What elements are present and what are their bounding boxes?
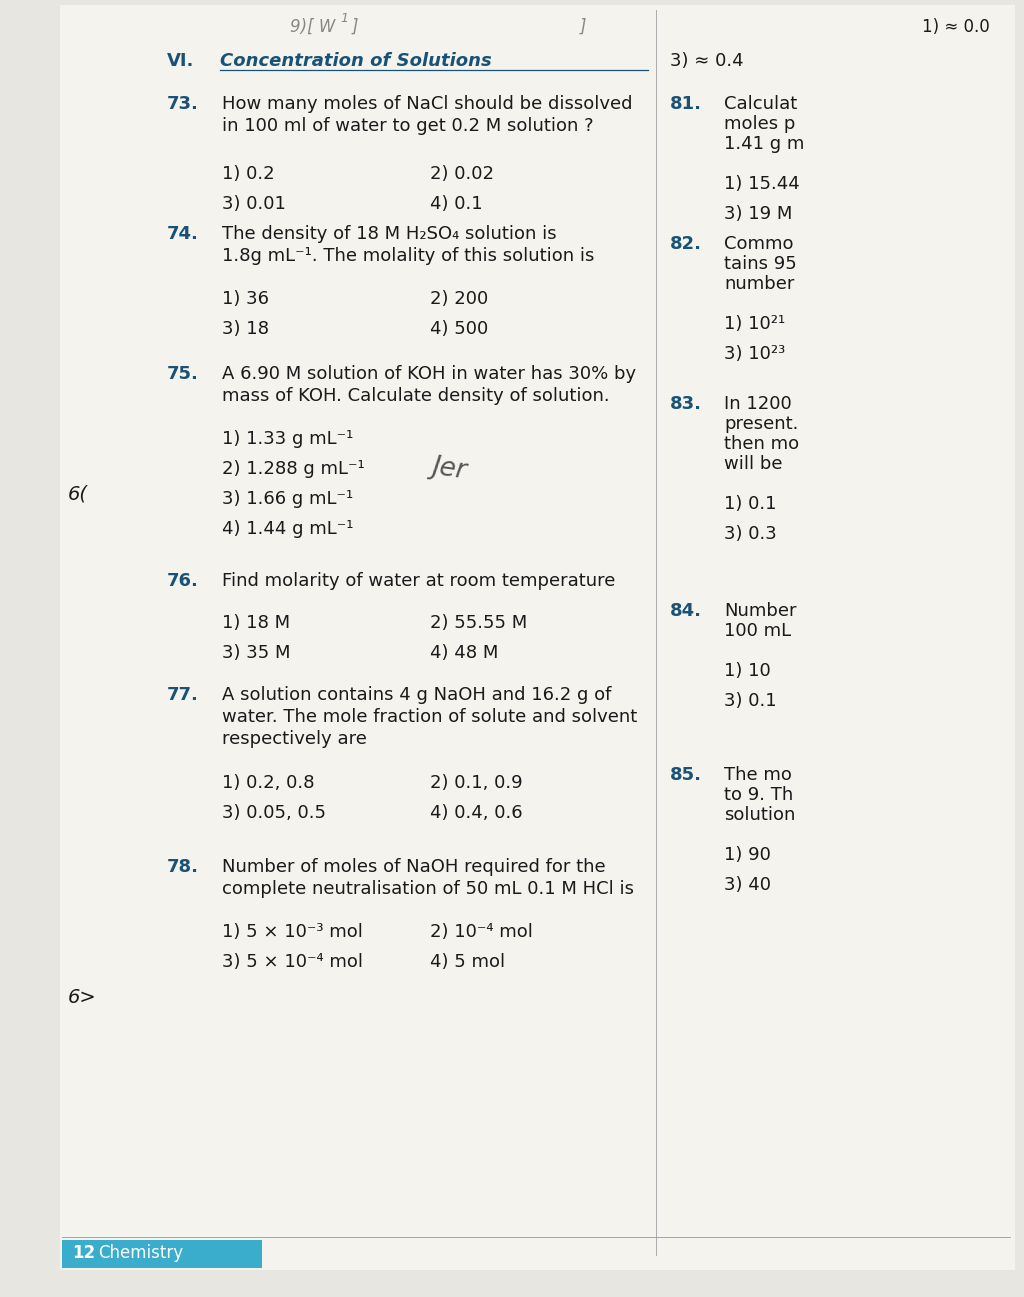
Text: 1) 0.2: 1) 0.2 — [222, 165, 274, 183]
Text: 76.: 76. — [167, 572, 199, 590]
Text: 2) 10⁻⁴ mol: 2) 10⁻⁴ mol — [430, 923, 532, 942]
Text: 3) 18: 3) 18 — [222, 320, 269, 339]
Text: 1) 15.44: 1) 15.44 — [724, 175, 800, 193]
Text: 1) 10: 1) 10 — [724, 661, 771, 680]
Text: ]: ] — [580, 18, 587, 36]
Text: Concentration of Solutions: Concentration of Solutions — [220, 52, 492, 70]
Text: 1) 10²¹: 1) 10²¹ — [724, 315, 785, 333]
Text: A 6.90 M solution of KOH in water has 30% by: A 6.90 M solution of KOH in water has 30… — [222, 364, 636, 383]
Text: then mo: then mo — [724, 434, 799, 453]
Text: Number: Number — [724, 602, 797, 620]
Text: 3) 0.3: 3) 0.3 — [724, 525, 777, 543]
Text: Find molarity of water at room temperature: Find molarity of water at room temperatu… — [222, 572, 615, 590]
Text: respectively are: respectively are — [222, 730, 367, 748]
Text: 3) ≈ 0.4: 3) ≈ 0.4 — [670, 52, 743, 70]
Text: Calculat: Calculat — [724, 95, 798, 113]
Text: 1) 36: 1) 36 — [222, 291, 269, 307]
Text: Jer: Jer — [430, 453, 468, 484]
Text: VI.: VI. — [167, 52, 195, 70]
Text: 2) 200: 2) 200 — [430, 291, 488, 307]
Text: 4) 0.1: 4) 0.1 — [430, 195, 482, 213]
Text: 4) 5 mol: 4) 5 mol — [430, 953, 505, 971]
Text: complete neutralisation of 50 mL 0.1 M HCl is: complete neutralisation of 50 mL 0.1 M H… — [222, 879, 634, 898]
Text: solution: solution — [724, 805, 796, 824]
Text: A solution contains 4 g NaOH and 16.2 g of: A solution contains 4 g NaOH and 16.2 g … — [222, 686, 611, 704]
Text: tains 95: tains 95 — [724, 256, 797, 272]
Text: 100 mL: 100 mL — [724, 623, 792, 639]
Text: 4) 1.44 g mL⁻¹: 4) 1.44 g mL⁻¹ — [222, 520, 353, 538]
Text: 74.: 74. — [167, 224, 199, 243]
Text: 3) 10²³: 3) 10²³ — [724, 345, 785, 363]
Text: 84.: 84. — [670, 602, 702, 620]
Text: ]: ] — [352, 18, 358, 36]
Text: Commo: Commo — [724, 235, 794, 253]
Text: 3) 0.01: 3) 0.01 — [222, 195, 286, 213]
Text: 1: 1 — [340, 12, 348, 25]
Text: 1) 5 × 10⁻³ mol: 1) 5 × 10⁻³ mol — [222, 923, 362, 942]
Text: 3) 0.1: 3) 0.1 — [724, 693, 776, 709]
Text: 9)[ W: 9)[ W — [290, 18, 336, 36]
Text: 75.: 75. — [167, 364, 199, 383]
Text: 6>: 6> — [68, 988, 96, 1006]
Text: 73.: 73. — [167, 95, 199, 113]
Text: 1) 0.1: 1) 0.1 — [724, 495, 776, 514]
Text: present.: present. — [724, 415, 799, 433]
Text: 1) 18 M: 1) 18 M — [222, 613, 290, 632]
Text: 3) 40: 3) 40 — [724, 875, 771, 894]
Text: 2) 0.1, 0.9: 2) 0.1, 0.9 — [430, 774, 522, 792]
Text: 3) 35 M: 3) 35 M — [222, 645, 291, 661]
Text: number: number — [724, 275, 795, 293]
Text: moles p: moles p — [724, 115, 796, 134]
Text: The density of 18 M H₂SO₄ solution is: The density of 18 M H₂SO₄ solution is — [222, 224, 557, 243]
Text: in 100 ml of water to get 0.2 M solution ?: in 100 ml of water to get 0.2 M solution… — [222, 117, 594, 135]
Text: 78.: 78. — [167, 859, 199, 875]
Text: 4) 48 M: 4) 48 M — [430, 645, 499, 661]
Text: to 9. Th: to 9. Th — [724, 786, 794, 804]
Text: How many moles of NaCl should be dissolved: How many moles of NaCl should be dissolv… — [222, 95, 633, 113]
Text: 1) ≈ 0.0: 1) ≈ 0.0 — [923, 18, 990, 36]
Text: 1) 1.33 g mL⁻¹: 1) 1.33 g mL⁻¹ — [222, 431, 353, 447]
Text: 83.: 83. — [670, 396, 702, 412]
Bar — [62, 1240, 262, 1268]
Text: 1.8g mL⁻¹. The molality of this solution is: 1.8g mL⁻¹. The molality of this solution… — [222, 246, 594, 265]
Text: 3) 0.05, 0.5: 3) 0.05, 0.5 — [222, 804, 326, 822]
Text: 4) 500: 4) 500 — [430, 320, 488, 339]
Text: Number of moles of NaOH required for the: Number of moles of NaOH required for the — [222, 859, 605, 875]
Text: 2) 1.288 g mL⁻¹: 2) 1.288 g mL⁻¹ — [222, 460, 365, 479]
Text: 6(: 6( — [68, 485, 88, 505]
Text: 2) 0.02: 2) 0.02 — [430, 165, 494, 183]
Text: In 1200: In 1200 — [724, 396, 792, 412]
Text: 3) 5 × 10⁻⁴ mol: 3) 5 × 10⁻⁴ mol — [222, 953, 362, 971]
Text: 4) 0.4, 0.6: 4) 0.4, 0.6 — [430, 804, 522, 822]
Text: 12: 12 — [72, 1244, 95, 1262]
Text: 85.: 85. — [670, 767, 702, 783]
Text: The mo: The mo — [724, 767, 792, 783]
Text: 3) 19 M: 3) 19 M — [724, 205, 793, 223]
Text: 81.: 81. — [670, 95, 702, 113]
Text: mass of KOH. Calculate density of solution.: mass of KOH. Calculate density of soluti… — [222, 387, 609, 405]
Text: 1.41 g m: 1.41 g m — [724, 135, 805, 153]
Text: 1) 0.2, 0.8: 1) 0.2, 0.8 — [222, 774, 314, 792]
Text: 3) 1.66 g mL⁻¹: 3) 1.66 g mL⁻¹ — [222, 490, 353, 508]
Text: will be: will be — [724, 455, 782, 473]
Text: 82.: 82. — [670, 235, 702, 253]
Text: 77.: 77. — [167, 686, 199, 704]
Text: 1) 90: 1) 90 — [724, 846, 771, 864]
Text: water. The mole fraction of solute and solvent: water. The mole fraction of solute and s… — [222, 708, 637, 726]
Text: Chemistry: Chemistry — [98, 1244, 183, 1262]
Text: 2) 55.55 M: 2) 55.55 M — [430, 613, 527, 632]
